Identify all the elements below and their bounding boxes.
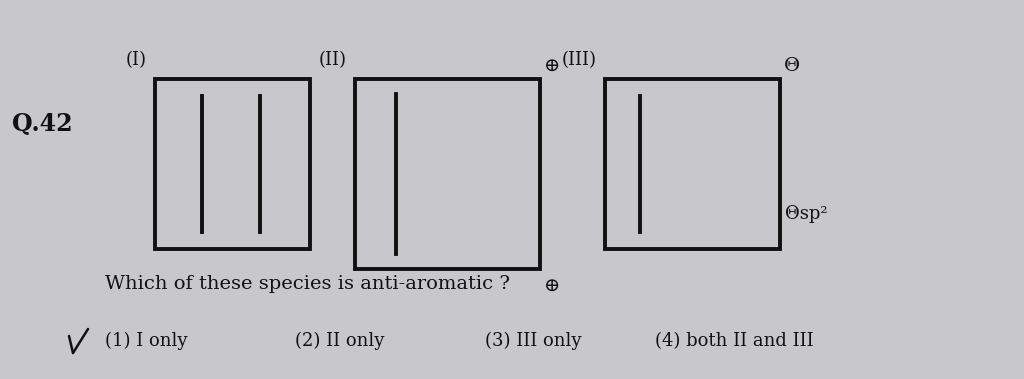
Text: (I): (I) xyxy=(126,51,147,69)
Text: Q.42: Q.42 xyxy=(12,112,73,136)
Text: ⊕: ⊕ xyxy=(544,277,560,295)
Bar xyxy=(605,79,780,249)
Bar xyxy=(155,79,310,249)
Text: (II): (II) xyxy=(319,51,347,69)
Bar xyxy=(355,79,540,269)
Text: (1) I only: (1) I only xyxy=(105,332,187,350)
Text: (3) III only: (3) III only xyxy=(485,332,582,350)
Text: Θsp²: Θsp² xyxy=(785,205,827,223)
Text: Which of these species is anti-aromatic ?: Which of these species is anti-aromatic … xyxy=(105,275,510,293)
Text: (III): (III) xyxy=(562,51,597,69)
Text: (4) both II and III: (4) both II and III xyxy=(655,332,814,350)
Text: ⊕: ⊕ xyxy=(544,57,560,75)
Text: (2) II only: (2) II only xyxy=(295,332,384,350)
Text: Θ: Θ xyxy=(784,57,800,75)
